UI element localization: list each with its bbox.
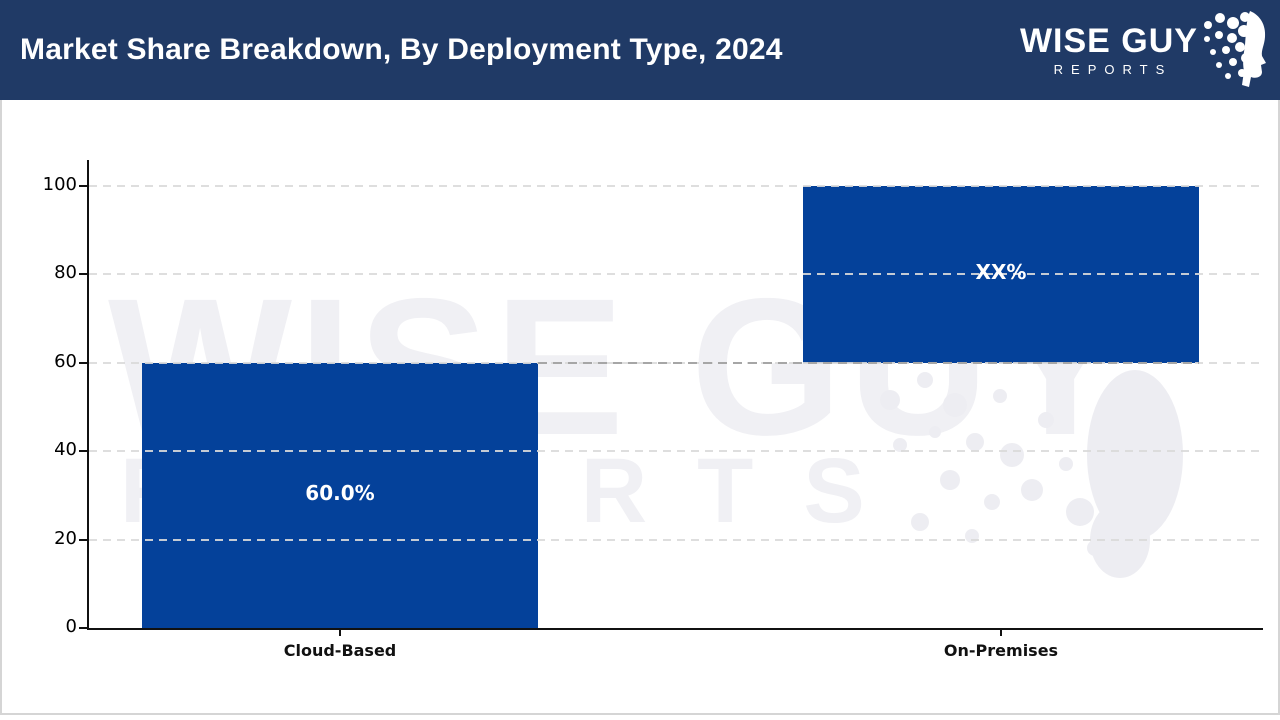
bar-value-label: 60.0% <box>305 481 375 506</box>
y-tick-label: 60 <box>54 350 77 372</box>
y-tick-mark <box>79 273 87 276</box>
brand-logo: WISE GUY REPORTS <box>1020 6 1266 94</box>
x-tick-label: Cloud-Based <box>283 641 397 660</box>
y-tick-label: 0 <box>65 616 77 637</box>
y-tick-mark <box>79 450 87 453</box>
gridline-20 <box>89 538 1262 541</box>
gridline-80 <box>89 273 1262 276</box>
y-axis-line <box>87 160 89 630</box>
bar-cloud-based <box>142 362 538 628</box>
x-tick-mark <box>339 630 341 636</box>
brand-name: WISE GUY <box>1019 22 1198 60</box>
page-title: Market Share Breakdown, By Deployment Ty… <box>20 33 783 66</box>
brand-subname: REPORTS <box>1053 62 1173 77</box>
gridline-100 <box>89 185 1262 187</box>
logo-face-icon <box>1204 11 1266 87</box>
y-tick-label: 20 <box>54 527 77 549</box>
waterfall-connector <box>538 361 1199 364</box>
y-tick-mark <box>79 627 87 629</box>
y-tick-label: 80 <box>54 262 77 284</box>
header-band: Market Share Breakdown, By Deployment Ty… <box>0 0 1280 100</box>
gridline-40 <box>89 450 1262 453</box>
bar-value-label: XX% <box>975 260 1027 285</box>
brand-logo-text: WISE GUY REPORTS <box>1020 23 1198 77</box>
y-tick-mark <box>79 361 87 364</box>
x-tick-label: On-Premises <box>943 641 1059 660</box>
y-tick-mark <box>79 185 87 187</box>
y-tick-mark <box>79 538 87 541</box>
y-tick-label: 100 <box>42 174 77 195</box>
x-tick-mark <box>1000 630 1002 636</box>
x-axis-line <box>87 628 1263 630</box>
y-tick-label: 40 <box>54 439 77 461</box>
